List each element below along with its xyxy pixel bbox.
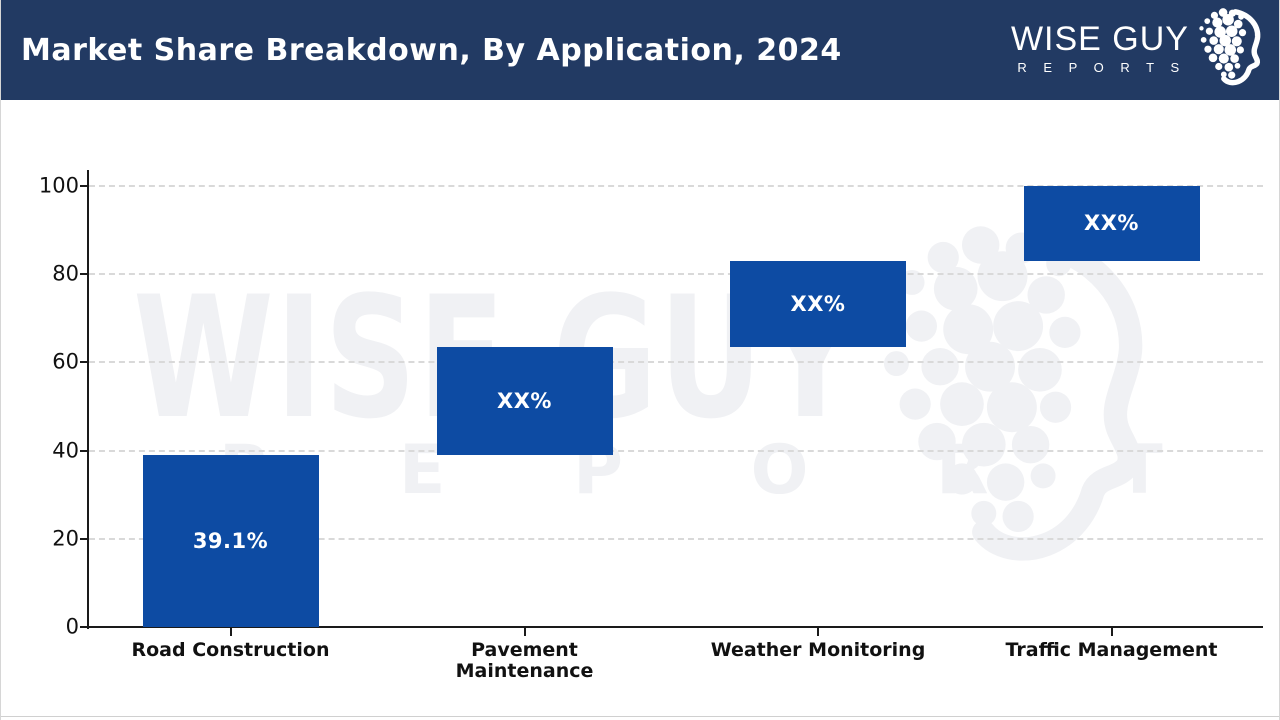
y-tick-mark bbox=[80, 361, 89, 364]
x-axis-label-pavement-maintenance: Pavement Maintenance bbox=[455, 639, 594, 682]
x-axis-label-road-construction: Road Construction bbox=[131, 639, 330, 661]
y-axis-tick-label: 0 bbox=[65, 614, 79, 639]
gridline-60 bbox=[89, 361, 1263, 364]
brand-logo-text: WISE GUY R E P O R T S bbox=[1010, 19, 1189, 76]
x-tick-mark bbox=[1110, 628, 1113, 636]
brand-name: WISE GUY bbox=[1010, 19, 1189, 58]
bar-value-label: XX% bbox=[497, 388, 552, 413]
brand-head-icon bbox=[1195, 8, 1267, 89]
y-axis-tick-label: 80 bbox=[52, 261, 79, 286]
x-axis-label-traffic-management: Traffic Management bbox=[1005, 639, 1218, 661]
y-tick-mark bbox=[80, 537, 89, 540]
chart-title: Market Share Breakdown, By Application, … bbox=[21, 32, 842, 68]
bar-value-label: 39.1% bbox=[192, 528, 269, 553]
y-axis-tick-label: 60 bbox=[52, 349, 79, 374]
bar-pavement-maintenance: XX% bbox=[436, 346, 613, 455]
y-axis-tick-label: 40 bbox=[52, 438, 79, 463]
x-axis-label-weather-monitoring: Weather Monitoring bbox=[710, 639, 926, 661]
gridline-20 bbox=[89, 537, 1263, 540]
bar-weather-monitoring: XX% bbox=[730, 260, 906, 347]
y-axis-line bbox=[87, 170, 89, 629]
y-tick-mark bbox=[80, 626, 89, 628]
watermark-subtext: R E P O R T S bbox=[219, 431, 1280, 510]
brand-logo: WISE GUY R E P O R T S bbox=[1011, 8, 1267, 89]
y-axis-tick-label: 100 bbox=[38, 173, 79, 198]
x-tick-mark bbox=[523, 628, 526, 636]
bar-value-label: XX% bbox=[1084, 211, 1139, 236]
y-tick-mark bbox=[80, 449, 89, 452]
bar-value-label: XX% bbox=[790, 291, 846, 316]
y-tick-mark bbox=[80, 185, 89, 187]
bottom-border bbox=[1, 716, 1279, 717]
gridline-40 bbox=[89, 449, 1263, 452]
x-tick-mark bbox=[229, 628, 232, 636]
gridline-100 bbox=[89, 185, 1263, 187]
x-axis-line bbox=[87, 626, 1263, 628]
bar-road-construction: 39.1% bbox=[142, 454, 319, 627]
bar-traffic-management: XX% bbox=[1023, 186, 1200, 261]
y-tick-mark bbox=[80, 273, 89, 276]
x-tick-mark bbox=[817, 628, 819, 636]
header-bar: Market Share Breakdown, By Application, … bbox=[1, 0, 1279, 100]
brand-subname: R E P O R T S bbox=[1017, 60, 1186, 76]
gridline-80 bbox=[89, 273, 1263, 276]
y-axis-tick-label: 20 bbox=[52, 526, 79, 551]
